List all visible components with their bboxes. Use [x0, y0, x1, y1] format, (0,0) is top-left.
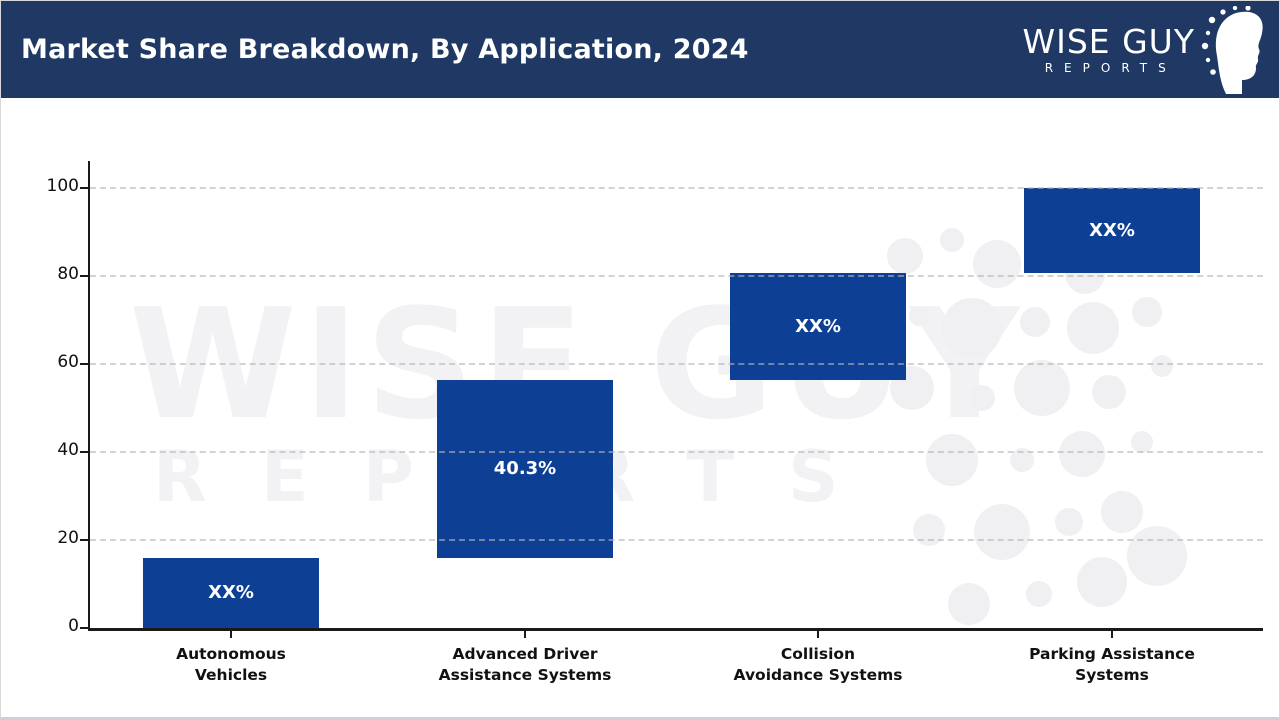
category-label: Advanced Driver Assistance Systems — [385, 644, 665, 686]
bar-value-label: XX% — [795, 316, 841, 338]
x-tickmark — [524, 631, 526, 638]
y-tick-label: 0 — [68, 616, 79, 636]
category-label-line: Advanced Driver — [452, 645, 598, 663]
category-label-line: Parking Assistance — [1029, 645, 1195, 663]
y-axis-spine — [88, 161, 90, 631]
bar-value-label: XX% — [1089, 220, 1135, 242]
header-bar: Market Share Breakdown, By Application, … — [1, 1, 1279, 98]
y-tickmark — [80, 451, 88, 453]
gridline — [90, 187, 1263, 189]
y-tickmark — [80, 539, 88, 541]
x-tickmark — [817, 631, 819, 638]
page-title: Market Share Breakdown, By Application, … — [21, 34, 749, 65]
y-tickmark — [80, 627, 88, 629]
gridline — [90, 275, 1263, 277]
x-tickmark — [230, 631, 232, 638]
category-label-line: Systems — [1075, 666, 1149, 684]
category-label: Collision Avoidance Systems — [678, 644, 958, 686]
category-label-line: Autonomous — [176, 645, 286, 663]
category-label-line: Vehicles — [194, 666, 268, 684]
logo-text: WISE GUY REPORTS — [1022, 25, 1195, 74]
bar: XX% — [730, 273, 906, 381]
gridline — [90, 451, 1263, 453]
logo-subtitle: REPORTS — [1044, 61, 1177, 75]
y-tickmark — [80, 187, 88, 189]
chart-area: WISE GUY REPORTS 020406080100XX%40.3%XX%… — [1, 98, 1279, 717]
y-tickmark — [80, 363, 88, 365]
y-tickmark — [80, 275, 88, 277]
y-tick-label: 80 — [57, 264, 79, 284]
head-profile-icon — [1201, 5, 1263, 94]
x-axis-spine — [88, 628, 1263, 631]
bar: XX% — [1024, 188, 1200, 274]
bar-value-label: XX% — [208, 582, 254, 604]
gridline — [90, 363, 1263, 365]
bar-value-label: 40.3% — [493, 458, 557, 480]
bar: XX% — [143, 557, 319, 628]
category-label-line: Collision — [780, 645, 856, 663]
y-tick-label: 20 — [57, 528, 79, 548]
category-label-line: Assistance Systems — [438, 666, 612, 684]
category-label: Parking Assistance Systems — [972, 644, 1252, 686]
y-tick-label: 100 — [46, 176, 79, 196]
wise-guy-logo: WISE GUY REPORTS — [1022, 5, 1267, 94]
category-label-line: Avoidance Systems — [733, 666, 903, 684]
x-tickmark — [1111, 631, 1113, 638]
logo-name: WISE GUY — [1022, 22, 1195, 61]
y-tick-label: 40 — [57, 440, 79, 460]
y-tick-label: 60 — [57, 352, 79, 372]
gridline — [90, 539, 1263, 541]
watermark-head-dots — [887, 228, 1187, 625]
bar: 40.3% — [437, 380, 613, 558]
category-label: Autonomous Vehicles — [91, 644, 371, 686]
